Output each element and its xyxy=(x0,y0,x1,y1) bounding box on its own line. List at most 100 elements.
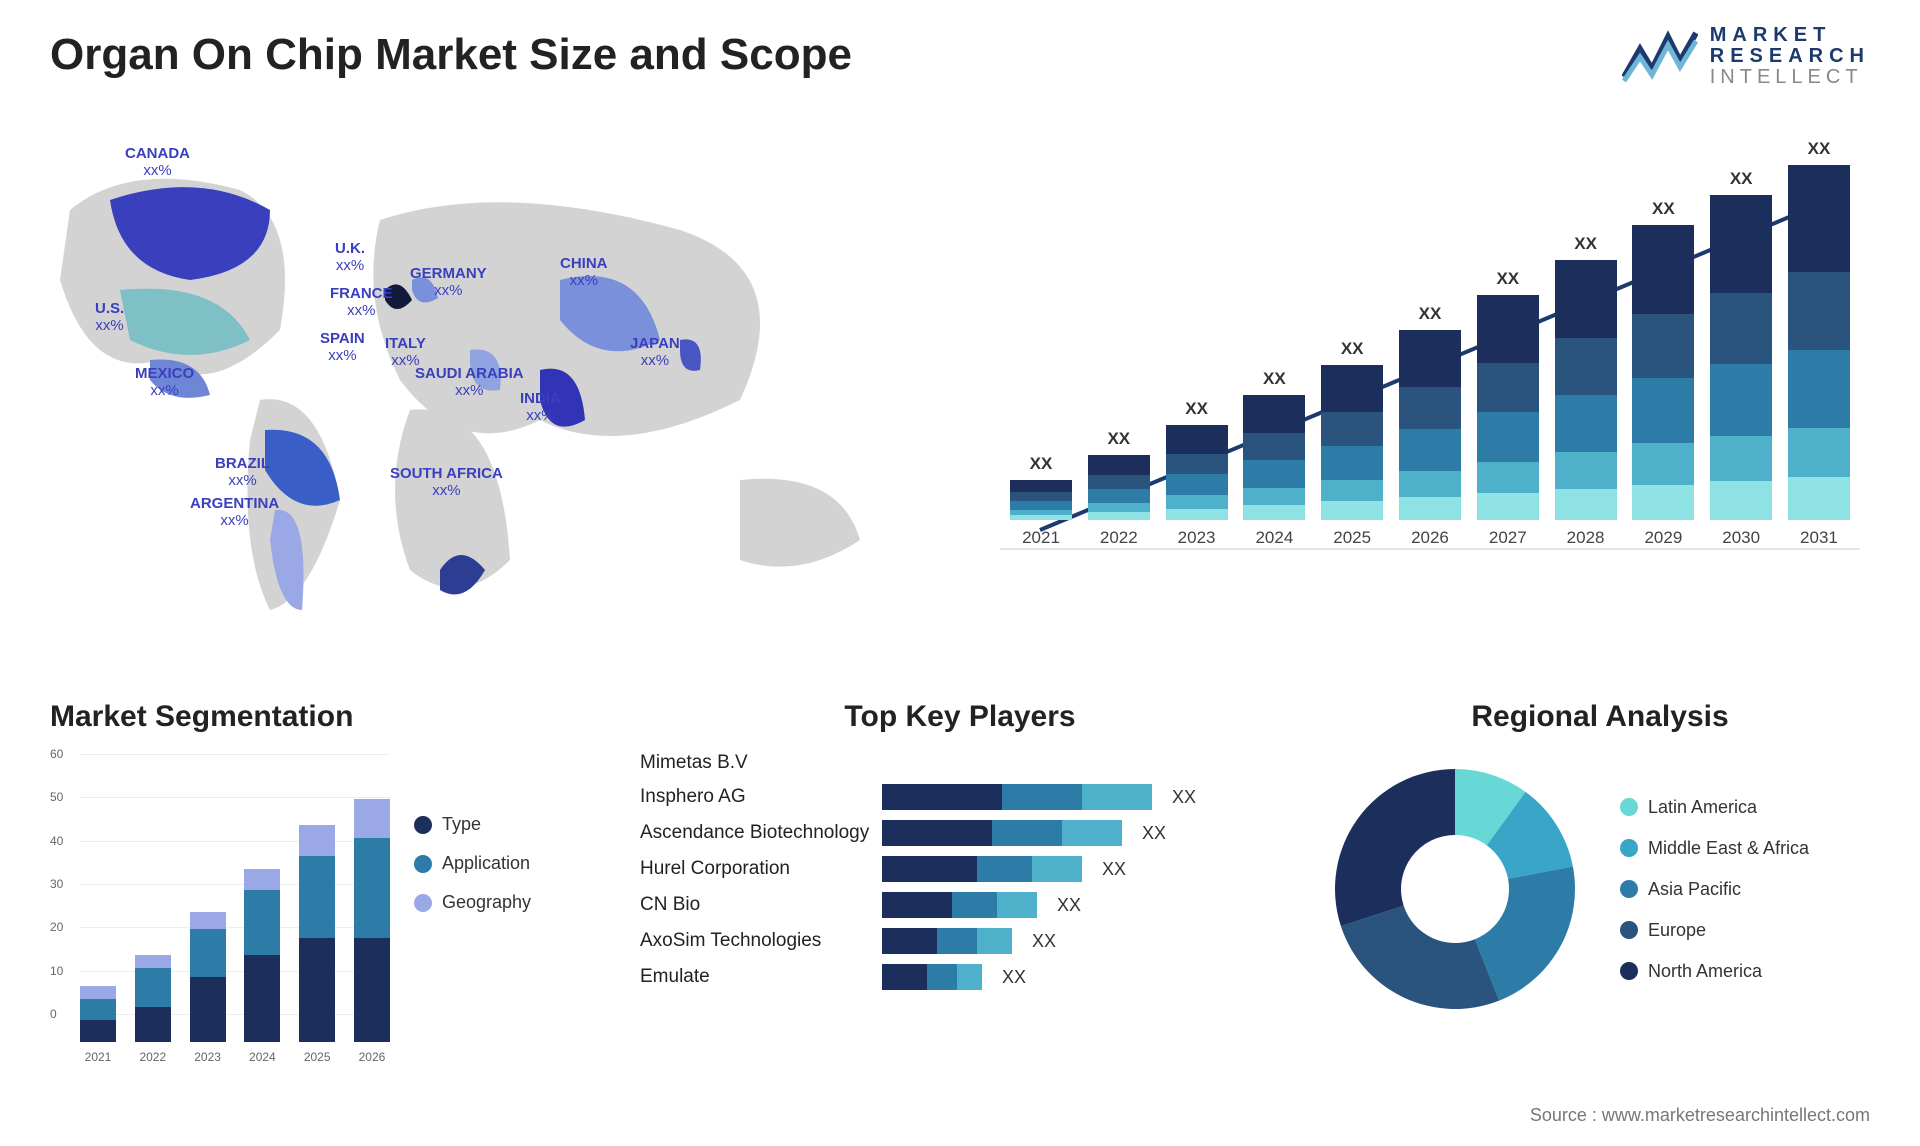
main-bar-2025: XX xyxy=(1321,365,1383,520)
regional-title: Regional Analysis xyxy=(1320,700,1880,734)
player-value: XX xyxy=(1032,931,1056,952)
map-label-germany: GERMANYxx% xyxy=(410,265,487,300)
main-bar-year: 2022 xyxy=(1088,528,1150,548)
seg-bar-2026 xyxy=(354,799,390,1042)
seg-ytick: 0 xyxy=(50,1007,57,1021)
player-name: AxoSim Technologies xyxy=(640,930,870,952)
players-section: Top Key Players Mimetas B.VInsphero AGXX… xyxy=(640,700,1280,990)
map-label-spain: SPAINxx% xyxy=(320,330,365,365)
main-bar-value: XX xyxy=(1399,304,1461,324)
logo-text-2: RESEARCH xyxy=(1710,46,1870,67)
main-bar-2028: XX xyxy=(1555,260,1617,520)
seg-bar-2023 xyxy=(190,912,226,1042)
legend-label: Middle East & Africa xyxy=(1648,838,1809,859)
legend-label: Europe xyxy=(1648,920,1706,941)
seg-ytick: 40 xyxy=(50,834,63,848)
map-label-us: U.S.xx% xyxy=(95,300,124,335)
logo-mark-icon xyxy=(1622,29,1698,85)
seg-legend-item: Geography xyxy=(414,892,531,913)
player-name: CN Bio xyxy=(640,894,870,916)
player-row: Mimetas B.V xyxy=(640,752,1280,774)
legend-label: North America xyxy=(1648,961,1762,982)
segmentation-legend: Type Application Geography xyxy=(414,754,531,1064)
legend-swatch-icon xyxy=(1620,839,1638,857)
main-bar-2031: XX xyxy=(1788,165,1850,520)
map-label-argentina: ARGENTINAxx% xyxy=(190,495,279,530)
legend-swatch-icon xyxy=(414,816,432,834)
main-bar-year: 2027 xyxy=(1477,528,1539,548)
seg-ytick: 10 xyxy=(50,964,63,978)
legend-label: Latin America xyxy=(1648,797,1757,818)
player-row: AxoSim Technologies XX xyxy=(640,928,1280,954)
regional-legend-item: Europe xyxy=(1620,920,1809,941)
seg-legend-item: Application xyxy=(414,853,531,874)
player-name: Hurel Corporation xyxy=(640,858,870,880)
donut-slice-europe xyxy=(1341,906,1499,1009)
main-bar-2021: XX xyxy=(1010,480,1072,520)
player-value: XX xyxy=(1142,823,1166,844)
main-bar-value: XX xyxy=(1555,234,1617,254)
logo-text-3: INTELLECT xyxy=(1710,67,1870,88)
player-bar xyxy=(882,784,1152,810)
regional-legend-item: Latin America xyxy=(1620,797,1809,818)
main-bar-value: XX xyxy=(1010,454,1072,474)
main-bar-year: 2024 xyxy=(1243,528,1305,548)
seg-legend-item: Type xyxy=(414,814,531,835)
legend-swatch-icon xyxy=(414,894,432,912)
regional-legend-item: North America xyxy=(1620,961,1809,982)
main-bar-2026: XX xyxy=(1399,330,1461,520)
main-bar-value: XX xyxy=(1166,399,1228,419)
seg-xlabel: 2022 xyxy=(135,1050,171,1064)
seg-xlabel: 2024 xyxy=(244,1050,280,1064)
legend-label: Asia Pacific xyxy=(1648,879,1741,900)
regional-legend-item: Middle East & Africa xyxy=(1620,838,1809,859)
regional-section: Regional Analysis Latin America Middle Ea… xyxy=(1320,700,1880,1024)
main-bar-value: XX xyxy=(1321,339,1383,359)
player-bar xyxy=(882,892,1037,918)
seg-ytick: 60 xyxy=(50,747,63,761)
player-row: Insphero AGXX xyxy=(640,784,1280,810)
main-bar-2022: XX xyxy=(1088,455,1150,520)
player-row: CN BioXX xyxy=(640,892,1280,918)
main-bar-value: XX xyxy=(1477,269,1539,289)
seg-xlabel: 2021 xyxy=(80,1050,116,1064)
map-label-saudiarabia: SAUDI ARABIAxx% xyxy=(415,365,524,400)
map-label-china: CHINAxx% xyxy=(560,255,608,290)
donut-slice-north-america xyxy=(1335,769,1455,926)
legend-swatch-icon xyxy=(1620,921,1638,939)
seg-ytick: 30 xyxy=(50,877,63,891)
main-bar-year: 2029 xyxy=(1632,528,1694,548)
main-bar-year: 2026 xyxy=(1399,528,1461,548)
main-bar-2029: XX xyxy=(1632,225,1694,520)
legend-label: Geography xyxy=(442,892,531,913)
legend-swatch-icon xyxy=(1620,798,1638,816)
player-name: Emulate xyxy=(640,966,870,988)
regional-donut-chart xyxy=(1320,754,1590,1024)
main-bar-year: 2030 xyxy=(1710,528,1772,548)
seg-ytick: 20 xyxy=(50,920,63,934)
segmentation-title: Market Segmentation xyxy=(50,700,590,734)
main-bar-chart: XX2021XX2022XX2023XX2024XX2025XX2026XX20… xyxy=(1000,150,1860,620)
main-bar-2027: XX xyxy=(1477,295,1539,520)
page-title: Organ On Chip Market Size and Scope xyxy=(50,30,852,80)
logo: MARKET RESEARCH INTELLECT xyxy=(1622,25,1870,88)
map-label-india: INDIAxx% xyxy=(520,390,561,425)
legend-swatch-icon xyxy=(1620,962,1638,980)
main-bar-year: 2025 xyxy=(1321,528,1383,548)
legend-swatch-icon xyxy=(1620,880,1638,898)
player-value: XX xyxy=(1102,859,1126,880)
map-label-southafrica: SOUTH AFRICAxx% xyxy=(390,465,503,500)
source-text: Source : www.marketresearchintellect.com xyxy=(1530,1105,1870,1126)
map-label-japan: JAPANxx% xyxy=(630,335,680,370)
player-row: Ascendance BiotechnologyXX xyxy=(640,820,1280,846)
main-bar-value: XX xyxy=(1710,169,1772,189)
player-row: Hurel Corporation XX xyxy=(640,856,1280,882)
map-label-mexico: MEXICOxx% xyxy=(135,365,194,400)
main-bar-year: 2028 xyxy=(1555,528,1617,548)
main-bar-value: XX xyxy=(1788,139,1850,159)
map-label-uk: U.K.xx% xyxy=(335,240,365,275)
player-value: XX xyxy=(1002,967,1026,988)
main-bar-year: 2021 xyxy=(1010,528,1072,548)
main-bar-value: XX xyxy=(1088,429,1150,449)
legend-label: Application xyxy=(442,853,530,874)
